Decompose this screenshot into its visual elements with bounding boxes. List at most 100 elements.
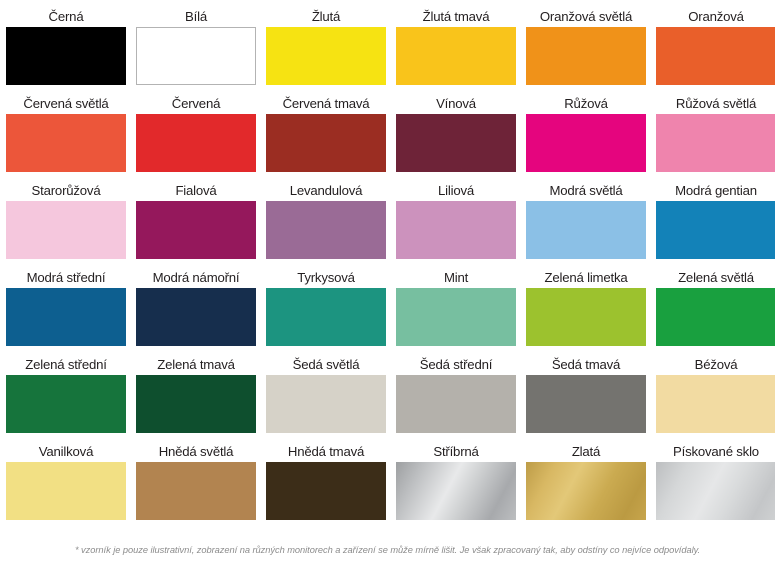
swatch-color-chip[interactable] — [526, 462, 646, 520]
swatch-cell[interactable]: Vínová — [396, 92, 516, 179]
swatch-color-chip[interactable] — [526, 201, 646, 259]
swatch-color-chip[interactable] — [136, 27, 256, 85]
swatch-cell[interactable]: Modrá námořní — [136, 266, 256, 353]
swatch-cell[interactable]: Šedá střední — [396, 353, 516, 440]
swatch-cell[interactable]: Zelená tmavá — [136, 353, 256, 440]
swatch-label: Červená tmavá — [282, 95, 370, 111]
swatch-color-chip[interactable] — [526, 375, 646, 433]
swatch-cell[interactable]: Tyrkysová — [266, 266, 386, 353]
swatch-color-chip[interactable] — [136, 114, 256, 172]
swatch-cell[interactable]: Černá — [6, 5, 126, 92]
swatch-cell[interactable]: Červená světlá — [6, 92, 126, 179]
swatch-color-chip[interactable] — [656, 375, 775, 433]
swatch-color-chip[interactable] — [136, 375, 256, 433]
swatch-cell[interactable]: Modrá gentian — [656, 179, 775, 266]
swatch-cell[interactable]: Zelená limetka — [526, 266, 646, 353]
swatch-color-chip[interactable] — [396, 114, 516, 172]
swatch-cell[interactable]: Žlutá tmavá — [396, 5, 516, 92]
swatch-cell[interactable]: Vanilková — [6, 440, 126, 527]
swatch-color-chip[interactable] — [6, 288, 126, 346]
swatch-label: Šedá střední — [419, 356, 493, 372]
swatch-color-chip[interactable] — [266, 27, 386, 85]
swatch-cell[interactable]: Levandulová — [266, 179, 386, 266]
swatch-cell[interactable]: Pískované sklo — [656, 440, 775, 527]
swatch-color-chip[interactable] — [136, 462, 256, 520]
swatch-color-chip[interactable] — [136, 201, 256, 259]
swatch-label: Růžová — [564, 95, 608, 111]
swatch-label: Červená světlá — [23, 95, 109, 111]
swatch-label: Zelená střední — [25, 356, 107, 372]
swatch-label: Šedá světlá — [292, 356, 360, 372]
swatch-color-chip[interactable] — [6, 27, 126, 85]
swatch-cell[interactable]: Liliová — [396, 179, 516, 266]
swatch-label: Modrá střední — [26, 269, 106, 285]
swatch-color-chip[interactable] — [656, 27, 775, 85]
swatch-color-chip[interactable] — [656, 462, 775, 520]
swatch-color-chip[interactable] — [266, 288, 386, 346]
swatch-cell[interactable]: Růžová — [526, 92, 646, 179]
swatch-label: Žlutá tmavá — [422, 8, 490, 24]
swatch-color-chip[interactable] — [266, 462, 386, 520]
swatch-label: Černá — [48, 8, 84, 24]
swatch-cell[interactable]: Bílá — [136, 5, 256, 92]
swatch-cell[interactable]: Starorůžová — [6, 179, 126, 266]
swatch-label: Oranžová světlá — [539, 8, 633, 24]
swatch-cell[interactable]: Zlatá — [526, 440, 646, 527]
swatch-color-chip[interactable] — [526, 288, 646, 346]
footnote-text: * vzorník je pouze ilustrativní, zobraze… — [74, 545, 701, 555]
swatch-label: Pískované sklo — [673, 443, 759, 459]
swatch-cell[interactable]: Oranžová světlá — [526, 5, 646, 92]
swatch-cell[interactable]: Hnědá tmavá — [266, 440, 386, 527]
swatch-cell[interactable]: Zelená světlá — [656, 266, 775, 353]
swatch-cell[interactable]: Stříbrná — [396, 440, 516, 527]
swatch-color-chip[interactable] — [526, 27, 646, 85]
swatch-color-chip[interactable] — [6, 462, 126, 520]
swatch-label: Oranžová — [688, 8, 744, 24]
swatch-label: Vanilková — [38, 443, 94, 459]
swatch-label: Stříbrná — [433, 443, 479, 459]
swatch-color-chip[interactable] — [396, 375, 516, 433]
swatch-cell[interactable]: Růžová světlá — [656, 92, 775, 179]
swatch-color-chip[interactable] — [396, 462, 516, 520]
swatch-cell[interactable]: Červená tmavá — [266, 92, 386, 179]
swatch-cell[interactable]: Šedá světlá — [266, 353, 386, 440]
swatch-color-chip[interactable] — [6, 375, 126, 433]
swatch-color-chip[interactable] — [396, 288, 516, 346]
swatch-cell[interactable]: Červená — [136, 92, 256, 179]
swatch-cell[interactable]: Fialová — [136, 179, 256, 266]
swatch-cell[interactable]: Žlutá — [266, 5, 386, 92]
swatch-cell[interactable]: Modrá střední — [6, 266, 126, 353]
swatch-color-chip[interactable] — [526, 114, 646, 172]
swatch-label: Hnědá tmavá — [287, 443, 365, 459]
swatch-color-chip[interactable] — [656, 114, 775, 172]
swatch-cell[interactable]: Béžová — [656, 353, 775, 440]
swatch-color-chip[interactable] — [266, 375, 386, 433]
swatch-color-chip[interactable] — [266, 114, 386, 172]
swatch-label: Béžová — [694, 356, 738, 372]
swatch-color-chip[interactable] — [396, 201, 516, 259]
swatch-label: Starorůžová — [31, 182, 101, 198]
swatch-color-chip[interactable] — [6, 201, 126, 259]
swatch-label: Liliová — [438, 182, 474, 198]
swatch-label: Zelená tmavá — [157, 356, 235, 372]
swatch-color-chip[interactable] — [656, 288, 775, 346]
swatch-color-chip[interactable] — [136, 288, 256, 346]
swatch-label: Bílá — [185, 8, 207, 24]
color-swatch-grid: Černá Bílá Žlutá Žlutá tmavá Oranžová světlá… — [6, 5, 775, 527]
swatch-color-chip[interactable] — [266, 201, 386, 259]
swatch-label: Modrá světlá — [549, 182, 623, 198]
swatch-cell[interactable]: Mint — [396, 266, 516, 353]
swatch-cell[interactable]: Zelená střední — [6, 353, 126, 440]
swatch-cell[interactable]: Modrá světlá — [526, 179, 646, 266]
swatch-label: Červená — [171, 95, 221, 111]
swatch-color-chip[interactable] — [656, 201, 775, 259]
swatch-label: Žlutá — [311, 8, 341, 24]
swatch-cell[interactable]: Hnědá světlá — [136, 440, 256, 527]
swatch-cell[interactable]: Oranžová — [656, 5, 775, 92]
swatch-color-chip[interactable] — [6, 114, 126, 172]
swatch-label: Zelená světlá — [678, 269, 754, 285]
swatch-color-chip[interactable] — [396, 27, 516, 85]
swatch-label: Modrá gentian — [675, 182, 757, 198]
swatch-cell[interactable]: Šedá tmavá — [526, 353, 646, 440]
